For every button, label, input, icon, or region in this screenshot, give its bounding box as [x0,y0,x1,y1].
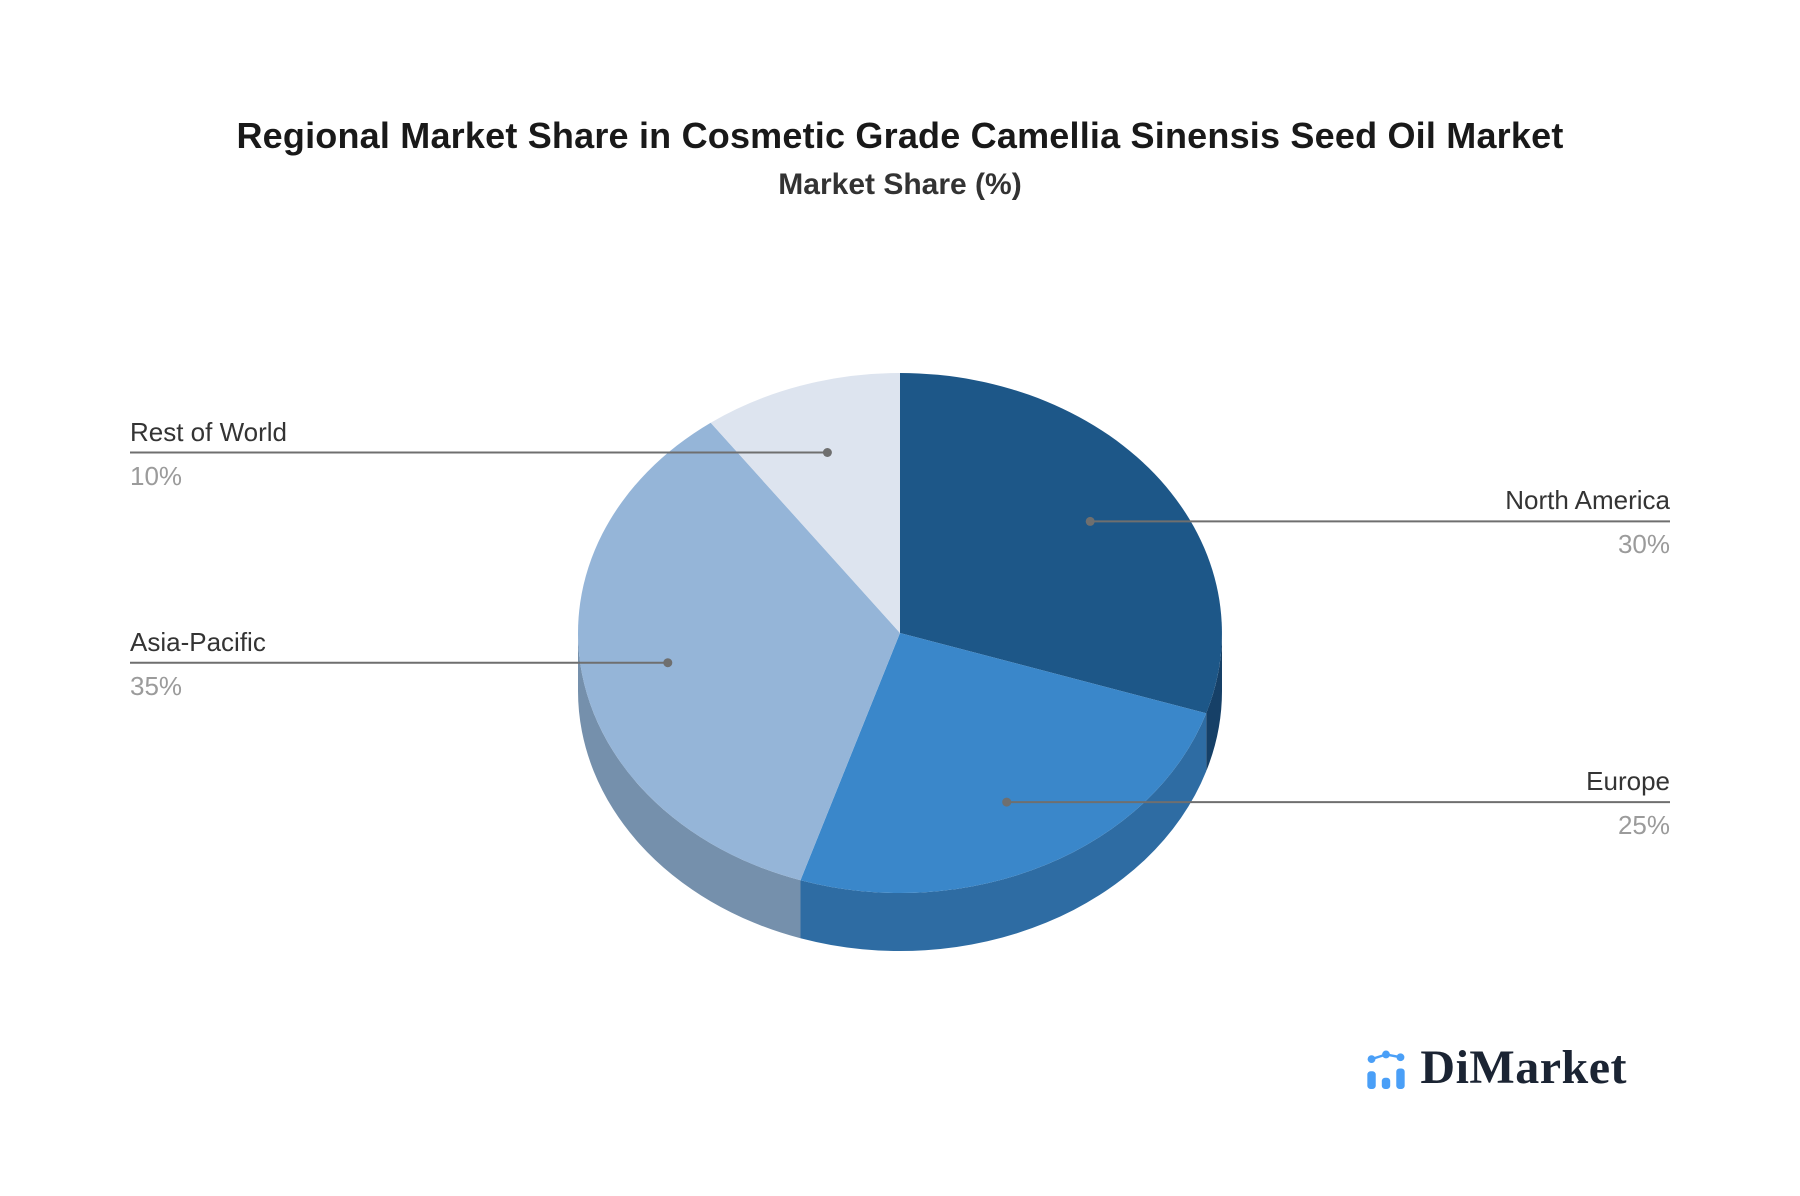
callout-rest-of-world: Rest of World 10% [130,417,287,491]
slice-percent: 30% [1617,529,1670,560]
bar-chart-icon [1367,1050,1406,1089]
logo-text: DiMarket [1420,1041,1627,1094]
leader-dot-north-america [1085,516,1095,526]
pie-slice-side-asia-pacific [578,633,801,939]
leader-dot-rest-of-world [822,448,832,457]
leader-dot-asia-pacific [663,658,673,668]
callout-north-america: North America 30% [1505,485,1670,559]
pie-slice-europe[interactable] [800,633,1207,894]
callout-europe: Europe 25% [1586,766,1670,840]
chart-subtitle: Market Share (%) [778,168,1022,201]
slice-percent: 25% [1617,810,1670,841]
leader-dot-europe [1002,797,1012,807]
slice-label: Rest of World [130,416,288,447]
pie-slice-north-america[interactable] [900,373,1222,714]
slice-label: North America [1505,485,1670,516]
pie-slice-asia-pacific[interactable] [578,422,900,881]
chart-title: Regional Market Share in Cosmetic Grade … [236,115,1564,156]
pie-slice-rest-of-world[interactable] [710,373,900,633]
slice-label: Asia-Pacific [130,626,266,657]
dimarket-logo: DiMarket [1365,1040,1627,1095]
callout-asia-pacific: Asia-Pacific 35% [130,627,266,701]
pie-slice-side-europe [800,713,1207,952]
slice-percent: 10% [130,460,183,491]
pie-slice-side-north-america [1206,633,1222,772]
slice-label: Europe [1586,766,1670,797]
slice-percent: 35% [130,670,183,701]
